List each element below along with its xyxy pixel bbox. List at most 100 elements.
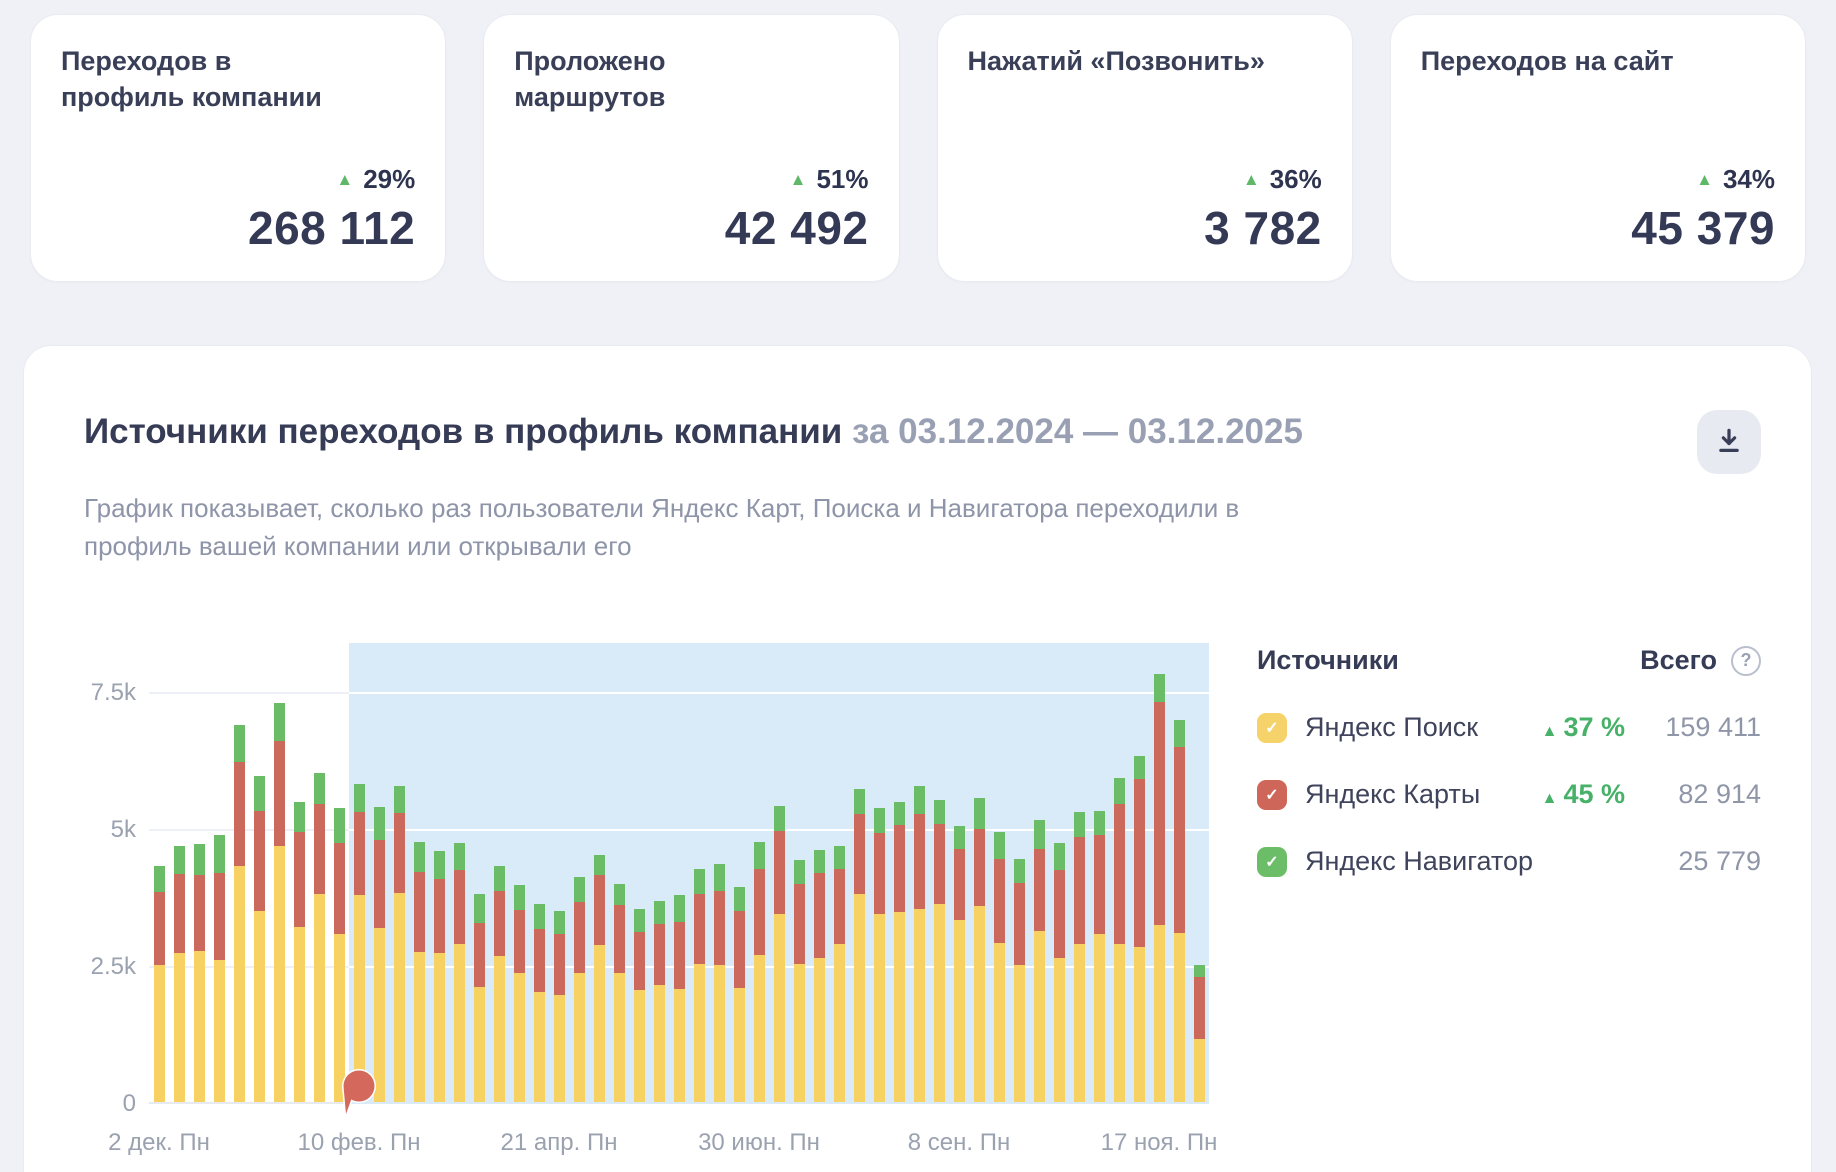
stacked-bar[interactable] [373,807,385,1103]
stacked-bar[interactable] [353,783,365,1103]
bar-segment [353,895,365,1103]
stacked-bar[interactable] [473,894,485,1103]
stacked-bar[interactable] [613,883,625,1103]
stacked-bar[interactable] [1093,810,1105,1103]
stacked-bar[interactable] [1153,674,1165,1103]
bar-segment [313,893,325,1103]
stacked-bar[interactable] [573,876,585,1103]
bar-segment [1013,965,1025,1103]
stacked-bar[interactable] [1053,842,1065,1103]
download-button[interactable] [1697,410,1761,474]
bar-segment [233,865,245,1103]
help-icon[interactable]: ? [1731,645,1761,676]
stacked-bar[interactable] [873,807,885,1103]
bar-segment [333,807,345,843]
stacked-bar[interactable] [993,831,1005,1103]
stacked-bar[interactable] [273,703,285,1103]
stacked-bar[interactable] [853,789,865,1103]
legend-label: Яндекс Карты [1305,779,1481,810]
card-title: Переходов на сайт [1420,46,1674,76]
legend-total: 159 411 [1665,712,1761,743]
bar-segment [253,776,265,811]
stacked-bar[interactable] [593,855,605,1103]
stacked-bar[interactable] [893,801,905,1103]
stacked-bar[interactable] [333,807,345,1103]
stacked-bar[interactable] [413,841,425,1103]
stacked-bar[interactable] [1133,756,1145,1103]
stacked-bar[interactable] [193,844,205,1103]
card-value: 42 492 [724,202,869,254]
stacked-bar[interactable] [1173,719,1185,1103]
card-value: 45 379 [1631,202,1775,254]
bar-segment [253,810,265,911]
bar-segment [253,910,265,1103]
stacked-bar[interactable] [173,845,185,1103]
stacked-bar[interactable] [533,903,545,1103]
bar-segment [973,829,985,907]
bar-segment [273,741,285,847]
stacked-bar[interactable] [1113,777,1125,1103]
stacked-bar[interactable] [773,805,785,1103]
stacked-bar[interactable] [653,900,665,1103]
bar-segment [753,955,765,1103]
bar-segment [553,910,565,935]
stacked-bar[interactable] [1033,819,1045,1103]
bar-segment [233,762,245,866]
chart-legend: Источники Всего ? ✓ Яндекс Поиск ▲ 37 % 1… [1257,643,1761,1172]
sources-stacked-bar-chart[interactable]: 0 2.5k 5k 7.5k 2 дек. Пн 10 фев. Пн 21 апр. Пн… [84,643,1217,1172]
stacked-bar[interactable] [433,850,445,1103]
stacked-bar[interactable] [713,864,725,1103]
stacked-bar[interactable] [313,772,325,1103]
bar-segment [153,866,165,893]
checkbox-yandex-maps[interactable]: ✓ [1257,779,1287,810]
stacked-bar[interactable] [153,866,165,1103]
stacked-bar[interactable] [1073,811,1085,1103]
stacked-bar[interactable] [673,894,685,1103]
bar-segment [913,813,925,909]
stacked-bar[interactable] [633,909,645,1103]
stacked-bar[interactable] [293,801,305,1103]
legend-row-search: ✓ Яндекс Поиск ▲ 37 % 159 411 [1257,712,1761,743]
stacked-bar[interactable] [793,860,805,1103]
stacked-bar[interactable] [933,800,945,1103]
stacked-bar[interactable] [913,785,925,1103]
stacked-bar[interactable] [953,826,965,1103]
bar-segment [213,959,225,1103]
stacked-bar[interactable] [1193,965,1205,1103]
card-value: 3 782 [1204,202,1322,254]
bar-segment [613,904,625,974]
bar-segment [153,964,165,1103]
checkbox-yandex-navigator[interactable]: ✓ [1257,846,1287,877]
stacked-bar[interactable] [253,776,265,1103]
stacked-bar[interactable] [453,843,465,1103]
bar-segment [413,841,425,873]
stacked-bar[interactable] [233,724,245,1103]
legend-row-maps: ✓ Яндекс Карты ▲ 45 % 82 914 [1257,779,1761,810]
stacked-bar[interactable] [213,835,225,1103]
stacked-bar[interactable] [513,884,525,1103]
stacked-bar[interactable] [733,886,745,1103]
bar-segment [753,869,765,956]
stacked-bar[interactable] [493,865,505,1103]
x-axis-label: 21 апр. Пн [500,1129,618,1157]
bar-segment [933,800,945,825]
marker-bubble-icon[interactable] [336,1067,382,1124]
stacked-bar[interactable] [813,850,825,1103]
stacked-bar[interactable] [393,785,405,1103]
stacked-bar[interactable] [753,842,765,1103]
stacked-bar[interactable] [553,910,565,1103]
stacked-bar[interactable] [693,869,705,1103]
stacked-bar[interactable] [833,845,845,1103]
stacked-bar[interactable] [973,798,985,1103]
bar-segment [1073,836,1085,945]
bar-segment [833,944,845,1103]
bar-segment [773,805,785,831]
chart-plot-area[interactable] [149,643,1209,1105]
checkbox-yandex-search[interactable]: ✓ [1257,712,1287,743]
bar-segment [293,927,305,1103]
bar-segment [1073,811,1085,837]
bar-segment [953,826,965,849]
stacked-bar[interactable] [1013,858,1025,1103]
bar-segment [1033,930,1045,1103]
card-site-visits: Переходов на сайт ▲ 34% 45 379 [1389,14,1806,282]
